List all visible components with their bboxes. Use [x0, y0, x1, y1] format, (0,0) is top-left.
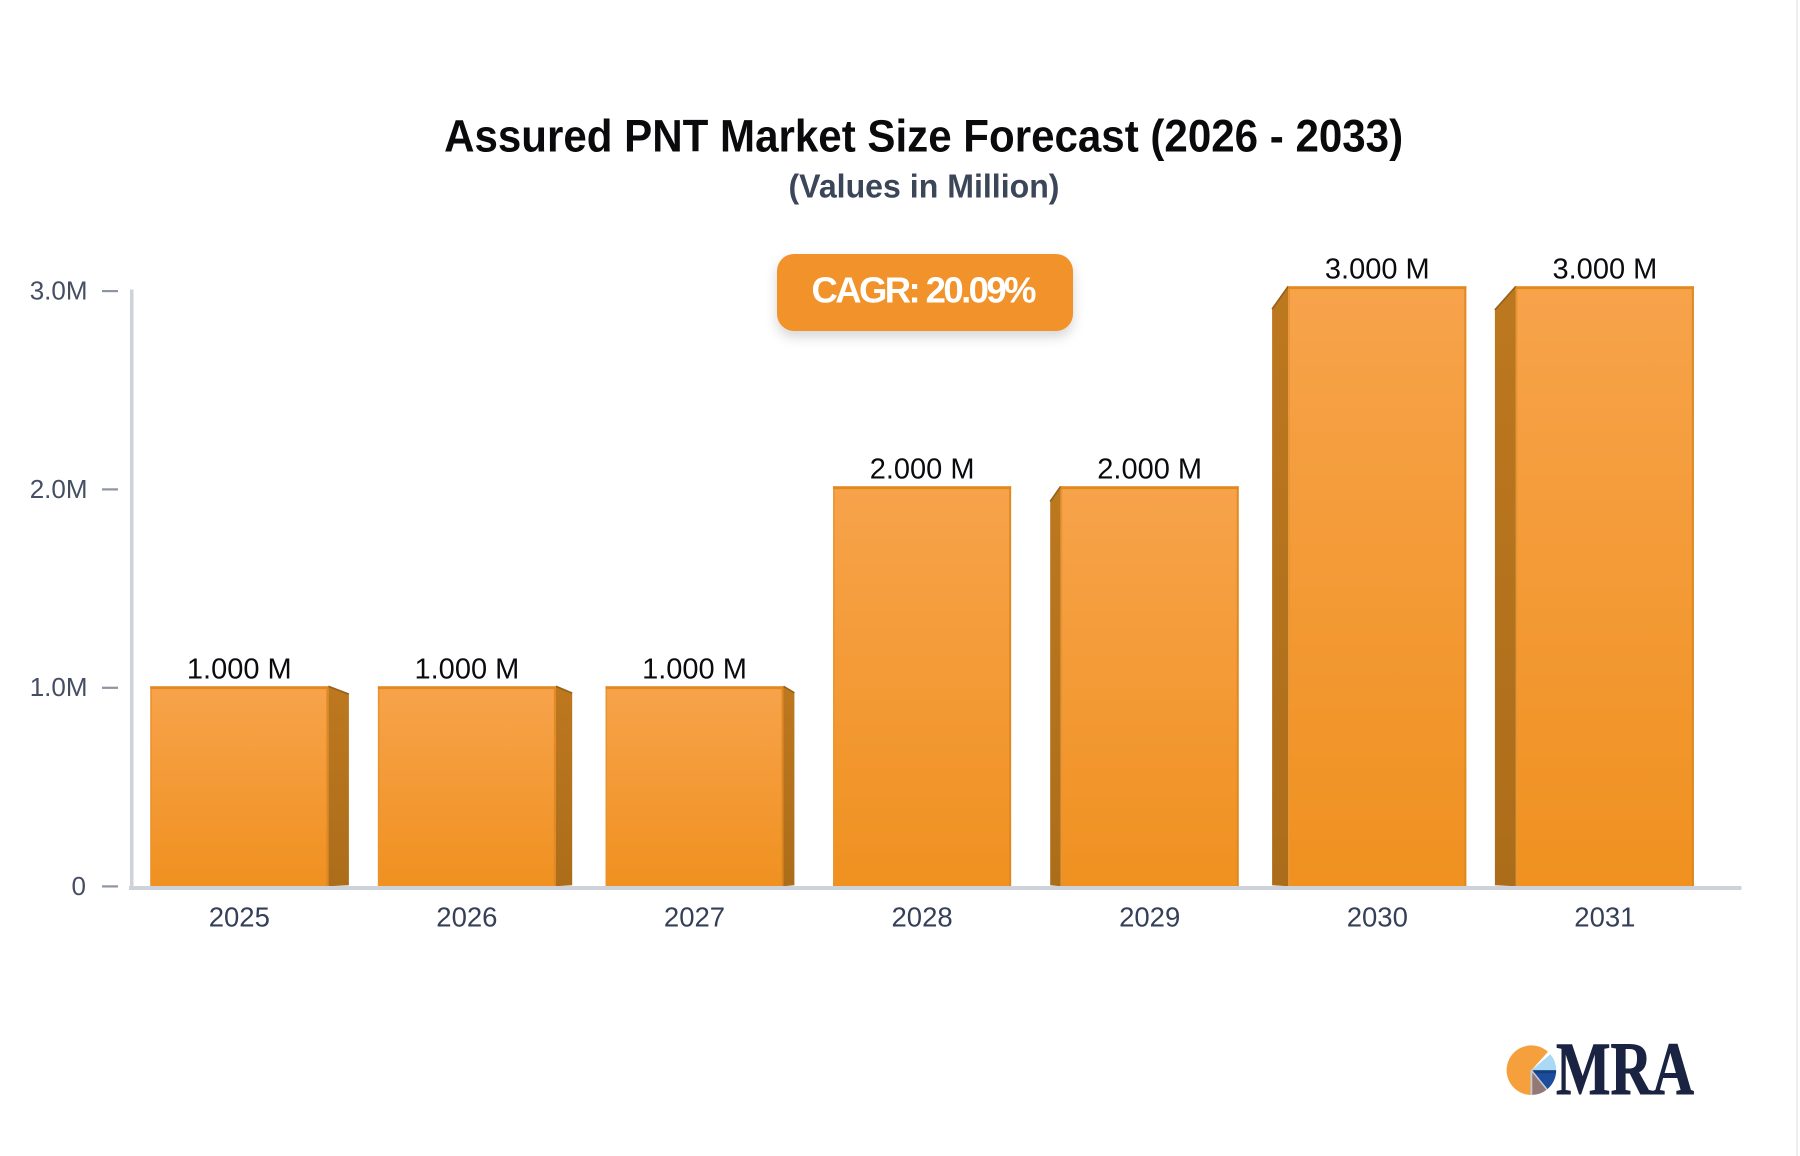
svg-text:2028: 2028 [892, 902, 953, 933]
svg-text:1.000 M: 1.000 M [415, 653, 520, 685]
svg-text:2030: 2030 [1347, 902, 1408, 933]
svg-text:1.0M: 1.0M [30, 672, 88, 702]
svg-text:2029: 2029 [1119, 902, 1180, 933]
svg-text:2026: 2026 [436, 902, 497, 933]
svg-text:2.0M: 2.0M [30, 474, 88, 504]
svg-text:MRA: MRA [1556, 1028, 1694, 1111]
svg-text:3.0M: 3.0M [30, 276, 88, 306]
svg-text:2.000 M: 2.000 M [870, 453, 975, 485]
svg-text:1.000 M: 1.000 M [642, 653, 747, 685]
svg-text:2.000 M: 2.000 M [1097, 453, 1202, 485]
svg-text:2031: 2031 [1574, 902, 1635, 933]
svg-text:Assured PNT Market Size Foreca: Assured PNT Market Size Forecast (2026 -… [444, 111, 1403, 162]
svg-text:CAGR: 20.09%: CAGR: 20.09% [812, 270, 1037, 311]
svg-text:3.000 M: 3.000 M [1325, 253, 1430, 285]
svg-text:0: 0 [72, 871, 86, 901]
svg-text:2027: 2027 [664, 902, 725, 933]
svg-text:1.000 M: 1.000 M [187, 653, 292, 685]
svg-text:2025: 2025 [209, 902, 270, 933]
svg-text:(Values in Million): (Values in Million) [789, 168, 1060, 205]
svg-text:3.000 M: 3.000 M [1553, 253, 1658, 285]
